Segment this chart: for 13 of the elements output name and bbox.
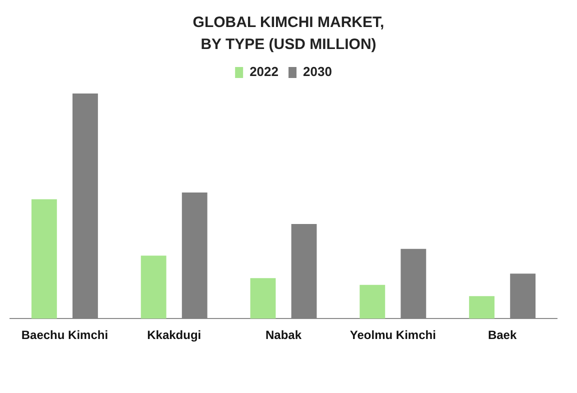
bar <box>31 199 57 319</box>
x-tick-label: Baechu Kimchi <box>21 328 108 342</box>
x-tick-label: Nabak <box>265 328 302 342</box>
x-tick-label: Yeolmu Kimchi <box>350 328 436 342</box>
legend-label: 2030 <box>303 64 332 80</box>
bar <box>250 278 276 319</box>
x-tick-label: Baek <box>488 328 517 342</box>
bar <box>469 296 495 319</box>
legend-label: 2022 <box>250 64 278 80</box>
bar <box>360 284 386 319</box>
chart-title: GLOBAL KIMCHI MARKET, BY TYPE (USD MILLION) <box>192 13 386 55</box>
x-tick-label: Kkakdugi <box>147 328 202 342</box>
bar <box>140 256 166 319</box>
